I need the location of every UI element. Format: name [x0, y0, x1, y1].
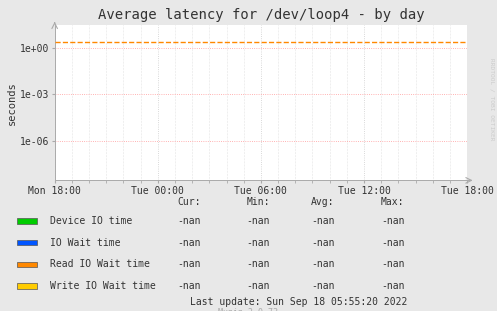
Text: -nan: -nan — [247, 238, 270, 248]
Text: Device IO time: Device IO time — [50, 216, 132, 226]
Text: -nan: -nan — [381, 216, 405, 226]
Text: -nan: -nan — [177, 259, 201, 269]
Text: -nan: -nan — [177, 216, 201, 226]
Text: RRDTOOL / TOBI OETIKER: RRDTOOL / TOBI OETIKER — [490, 58, 495, 141]
Text: -nan: -nan — [381, 238, 405, 248]
Text: Cur:: Cur: — [177, 197, 201, 207]
Text: -nan: -nan — [311, 238, 335, 248]
Text: Min:: Min: — [247, 197, 270, 207]
Text: -nan: -nan — [311, 281, 335, 291]
Text: -nan: -nan — [177, 281, 201, 291]
Text: Avg:: Avg: — [311, 197, 335, 207]
Text: Write IO Wait time: Write IO Wait time — [50, 281, 156, 291]
Title: Average latency for /dev/loop4 - by day: Average latency for /dev/loop4 - by day — [97, 8, 424, 22]
Text: IO Wait time: IO Wait time — [50, 238, 120, 248]
Text: Read IO Wait time: Read IO Wait time — [50, 259, 150, 269]
Text: -nan: -nan — [381, 281, 405, 291]
Text: Munin 2.0.73: Munin 2.0.73 — [219, 308, 278, 311]
Text: -nan: -nan — [311, 216, 335, 226]
Y-axis label: seconds: seconds — [7, 81, 17, 124]
Text: -nan: -nan — [247, 259, 270, 269]
Text: Max:: Max: — [381, 197, 405, 207]
Text: -nan: -nan — [247, 281, 270, 291]
Text: Last update: Sun Sep 18 05:55:20 2022: Last update: Sun Sep 18 05:55:20 2022 — [189, 297, 407, 307]
Text: -nan: -nan — [381, 259, 405, 269]
Text: -nan: -nan — [247, 216, 270, 226]
Text: -nan: -nan — [311, 259, 335, 269]
Text: -nan: -nan — [177, 238, 201, 248]
